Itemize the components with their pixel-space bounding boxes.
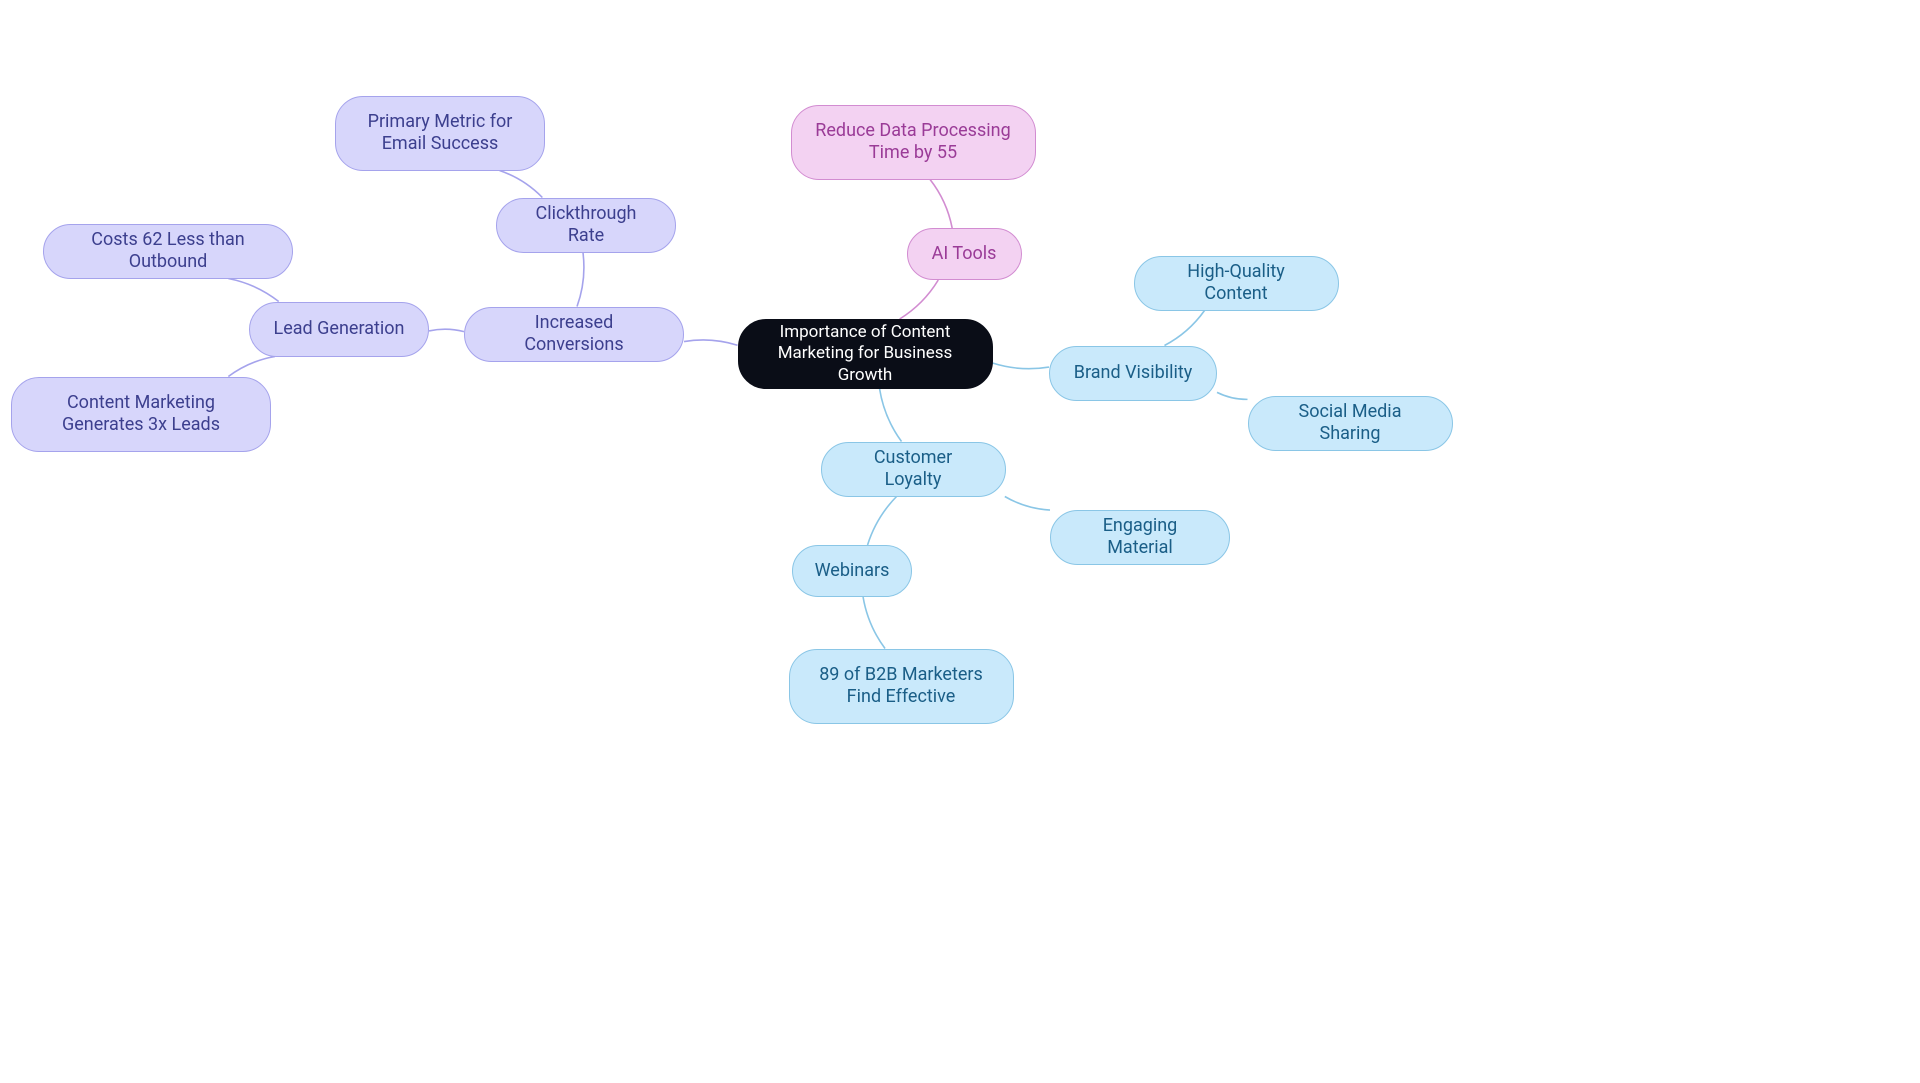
edge-brand_visibility-to-social_sharing <box>1217 392 1248 399</box>
edge-lead_gen-to-three_x_leads <box>228 357 275 377</box>
node-cost_less: Costs 62 Less than Outbound <box>43 224 293 279</box>
edge-lead_gen-to-cost_less <box>228 279 278 302</box>
node-label: Content Marketing Generates 3x Leads <box>34 392 248 437</box>
node-engaging_material: Engaging Material <box>1050 510 1230 565</box>
node-label: Customer Loyalty <box>844 447 983 492</box>
node-label: Importance of Content Marketing for Busi… <box>761 322 970 386</box>
edge-center-to-brand_visibility <box>993 363 1050 369</box>
node-social_sharing: Social Media Sharing <box>1248 396 1453 451</box>
edge-click_rate-to-email_metric <box>500 171 543 198</box>
node-lead_gen: Lead Generation <box>249 302 429 357</box>
node-label: Primary Metric for Email Success <box>358 111 522 156</box>
node-label: Brand Visibility <box>1074 362 1192 385</box>
edge-center-to-customer_loyalty <box>880 389 902 442</box>
edge-center-to-increased_conv <box>684 340 738 345</box>
node-label: High-Quality Content <box>1157 261 1316 306</box>
node-click_rate: Clickthrough Rate <box>496 198 676 253</box>
node-brand_visibility: Brand Visibility <box>1049 346 1217 401</box>
node-three_x_leads: Content Marketing Generates 3x Leads <box>11 377 271 452</box>
edge-ai_tools-to-reduce_time <box>930 180 952 229</box>
node-email_metric: Primary Metric for Email Success <box>335 96 545 171</box>
mindmap-canvas: Importance of Content Marketing for Busi… <box>0 0 1920 1083</box>
node-label: Increased Conversions <box>487 312 661 357</box>
node-label: Reduce Data Processing Time by 55 <box>814 120 1013 165</box>
edge-increased_conv-to-click_rate <box>577 253 584 307</box>
node-high_quality: High-Quality Content <box>1134 256 1339 311</box>
node-ai_tools: AI Tools <box>907 228 1022 280</box>
node-label: Costs 62 Less than Outbound <box>66 229 270 274</box>
edge-center-to-ai_tools <box>900 280 939 319</box>
node-label: Clickthrough Rate <box>519 203 653 248</box>
node-customer_loyalty: Customer Loyalty <box>821 442 1006 497</box>
edge-customer_loyalty-to-webinars <box>868 497 897 546</box>
node-label: Webinars <box>815 560 890 583</box>
node-label: AI Tools <box>932 243 997 266</box>
node-label: Engaging Material <box>1073 515 1207 560</box>
node-webinars: Webinars <box>792 545 912 597</box>
edge-customer_loyalty-to-engaging_material <box>1005 497 1050 511</box>
edge-brand_visibility-to-high_quality <box>1164 311 1204 346</box>
node-reduce_time: Reduce Data Processing Time by 55 <box>791 105 1036 180</box>
node-b2b_effective: 89 of B2B Marketers Find Effective <box>789 649 1014 724</box>
node-label: Social Media Sharing <box>1271 401 1430 446</box>
node-center: Importance of Content Marketing for Busi… <box>738 319 993 389</box>
edge-increased_conv-to-lead_gen <box>429 329 464 331</box>
node-label: 89 of B2B Marketers Find Effective <box>812 664 991 709</box>
edge-webinars-to-b2b_effective <box>863 597 885 649</box>
node-label: Lead Generation <box>274 318 405 341</box>
node-increased_conv: Increased Conversions <box>464 307 684 362</box>
